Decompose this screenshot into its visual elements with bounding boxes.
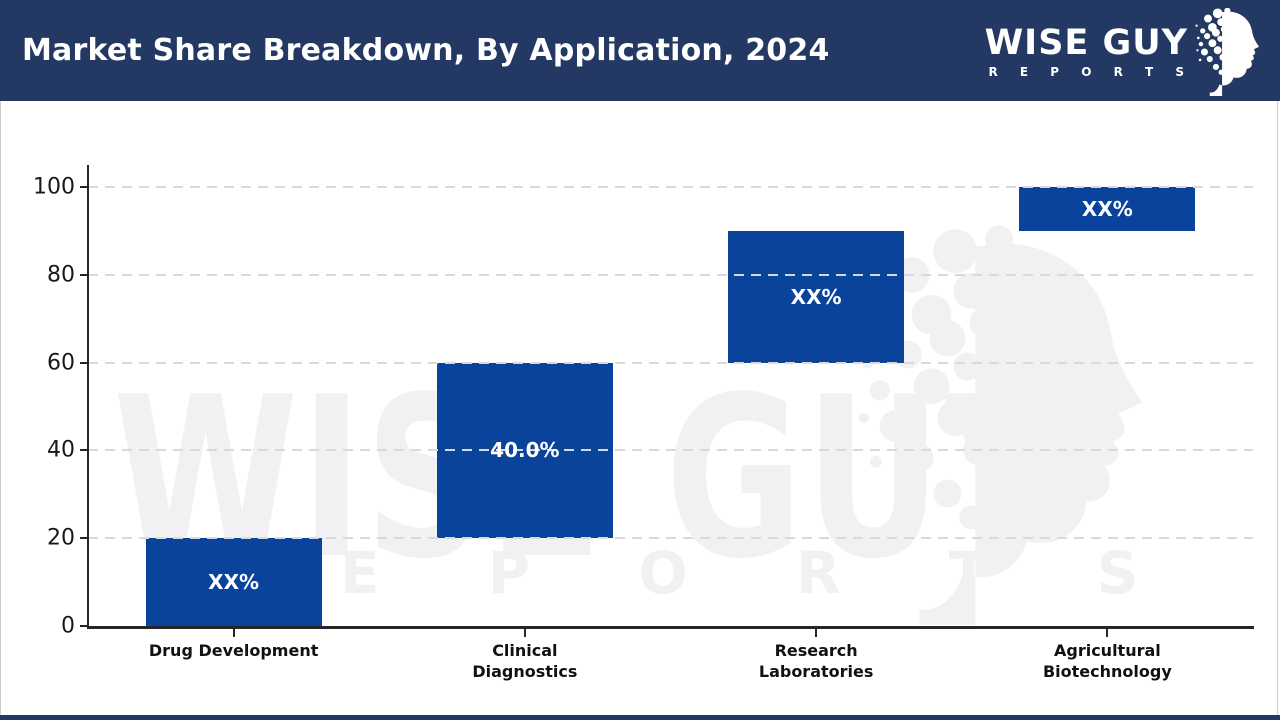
- watermark-head-icon: [852, 222, 1170, 630]
- footer-bar: [0, 715, 1280, 720]
- wise-guy-logo: WISE GUY R E P O R T S: [985, 6, 1266, 98]
- logo-text: WISE GUY R E P O R T S: [984, 23, 1188, 79]
- logo-head-icon: [1194, 8, 1266, 96]
- logo-subtitle: R E P O R T S: [988, 65, 1194, 79]
- header-bar: Market Share Breakdown, By Application, …: [0, 0, 1280, 101]
- chart-title: Market Share Breakdown, By Application, …: [22, 33, 830, 68]
- logo-wordmark: WISE GUY: [984, 23, 1188, 63]
